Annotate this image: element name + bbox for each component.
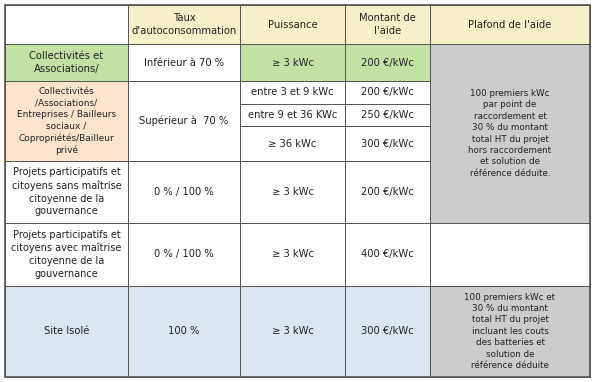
Text: 100 premiers kWc et
30 % du montant
total HT du projet
incluant les couts
des ba: 100 premiers kWc et 30 % du montant tota… bbox=[465, 293, 556, 370]
Bar bbox=[345, 81, 430, 104]
Text: ≥ 3 kWc: ≥ 3 kWc bbox=[271, 58, 314, 68]
Bar bbox=[128, 223, 240, 286]
Bar bbox=[345, 126, 430, 161]
Text: 300 €/kWc: 300 €/kWc bbox=[361, 139, 414, 149]
Text: Montant de
l'aide: Montant de l'aide bbox=[359, 13, 416, 36]
Text: ≥ 36 kWc: ≥ 36 kWc bbox=[268, 139, 317, 149]
Bar bbox=[128, 44, 240, 81]
Text: Puissance: Puissance bbox=[268, 19, 317, 29]
Text: Collectivités
/Associations/
Entreprises / Bailleurs
sociaux /
Copropriétés/Bail: Collectivités /Associations/ Entreprises… bbox=[17, 87, 116, 155]
Bar bbox=[128, 286, 240, 377]
Bar bbox=[5, 223, 128, 286]
Text: entre 3 et 9 kWc: entre 3 et 9 kWc bbox=[251, 87, 334, 97]
Text: ≥ 3 kWc: ≥ 3 kWc bbox=[271, 327, 314, 337]
Bar bbox=[240, 44, 345, 81]
Bar bbox=[240, 286, 345, 377]
Text: 200 €/kWc: 200 €/kWc bbox=[361, 187, 414, 197]
Bar bbox=[128, 81, 240, 161]
Bar bbox=[345, 286, 430, 377]
Text: Inférieur à 70 %: Inférieur à 70 % bbox=[144, 58, 224, 68]
Bar bbox=[345, 5, 430, 44]
Bar bbox=[345, 104, 430, 126]
Text: ≥ 3 kWc: ≥ 3 kWc bbox=[271, 187, 314, 197]
Bar bbox=[430, 5, 590, 44]
Bar bbox=[128, 161, 240, 223]
Text: 200 €/kWc: 200 €/kWc bbox=[361, 87, 414, 97]
Bar bbox=[345, 223, 430, 286]
Bar bbox=[240, 223, 345, 286]
Text: 100 premiers kWc
par point de
raccordement et
30 % du montant
total HT du projet: 100 premiers kWc par point de raccordeme… bbox=[468, 89, 552, 178]
Bar bbox=[430, 223, 590, 286]
Text: ≥ 3 kWc: ≥ 3 kWc bbox=[271, 249, 314, 259]
Bar bbox=[5, 286, 128, 377]
Text: Site Isolé: Site Isolé bbox=[44, 327, 89, 337]
Text: Projets participatifs et
citoyens avec maîtrise
citoyenne de la
gouvernance: Projets participatifs et citoyens avec m… bbox=[11, 230, 122, 279]
Bar bbox=[345, 161, 430, 223]
Bar bbox=[240, 5, 345, 44]
Text: 400 €/kWc: 400 €/kWc bbox=[361, 249, 414, 259]
Text: 0 % / 100 %: 0 % / 100 % bbox=[154, 249, 214, 259]
Bar bbox=[240, 81, 345, 104]
Text: 200 €/kWc: 200 €/kWc bbox=[361, 58, 414, 68]
Text: 100 %: 100 % bbox=[168, 327, 200, 337]
Text: entre 9 et 36 KWc: entre 9 et 36 KWc bbox=[248, 110, 337, 120]
Text: Projets participatifs et
citoyens sans maîtrise
citoyenne de la
gouvernance: Projets participatifs et citoyens sans m… bbox=[12, 167, 121, 217]
Bar bbox=[430, 286, 590, 377]
Bar bbox=[5, 81, 128, 161]
Text: Plafond de l'aide: Plafond de l'aide bbox=[468, 19, 552, 29]
Bar bbox=[240, 161, 345, 223]
Text: Supérieur à  70 %: Supérieur à 70 % bbox=[139, 116, 228, 126]
Bar bbox=[5, 5, 128, 44]
Bar bbox=[345, 44, 430, 81]
Text: Taux
d'autoconsommation: Taux d'autoconsommation bbox=[131, 13, 237, 36]
Bar bbox=[240, 126, 345, 161]
Text: 300 €/kWc: 300 €/kWc bbox=[361, 327, 414, 337]
Bar bbox=[5, 161, 128, 223]
Text: 0 % / 100 %: 0 % / 100 % bbox=[154, 187, 214, 197]
Bar bbox=[5, 44, 128, 81]
Bar bbox=[430, 44, 590, 223]
Bar bbox=[240, 104, 345, 126]
Text: Collectivités et
Associations/: Collectivités et Associations/ bbox=[29, 51, 104, 74]
Bar bbox=[128, 5, 240, 44]
Text: 250 €/kWc: 250 €/kWc bbox=[361, 110, 414, 120]
